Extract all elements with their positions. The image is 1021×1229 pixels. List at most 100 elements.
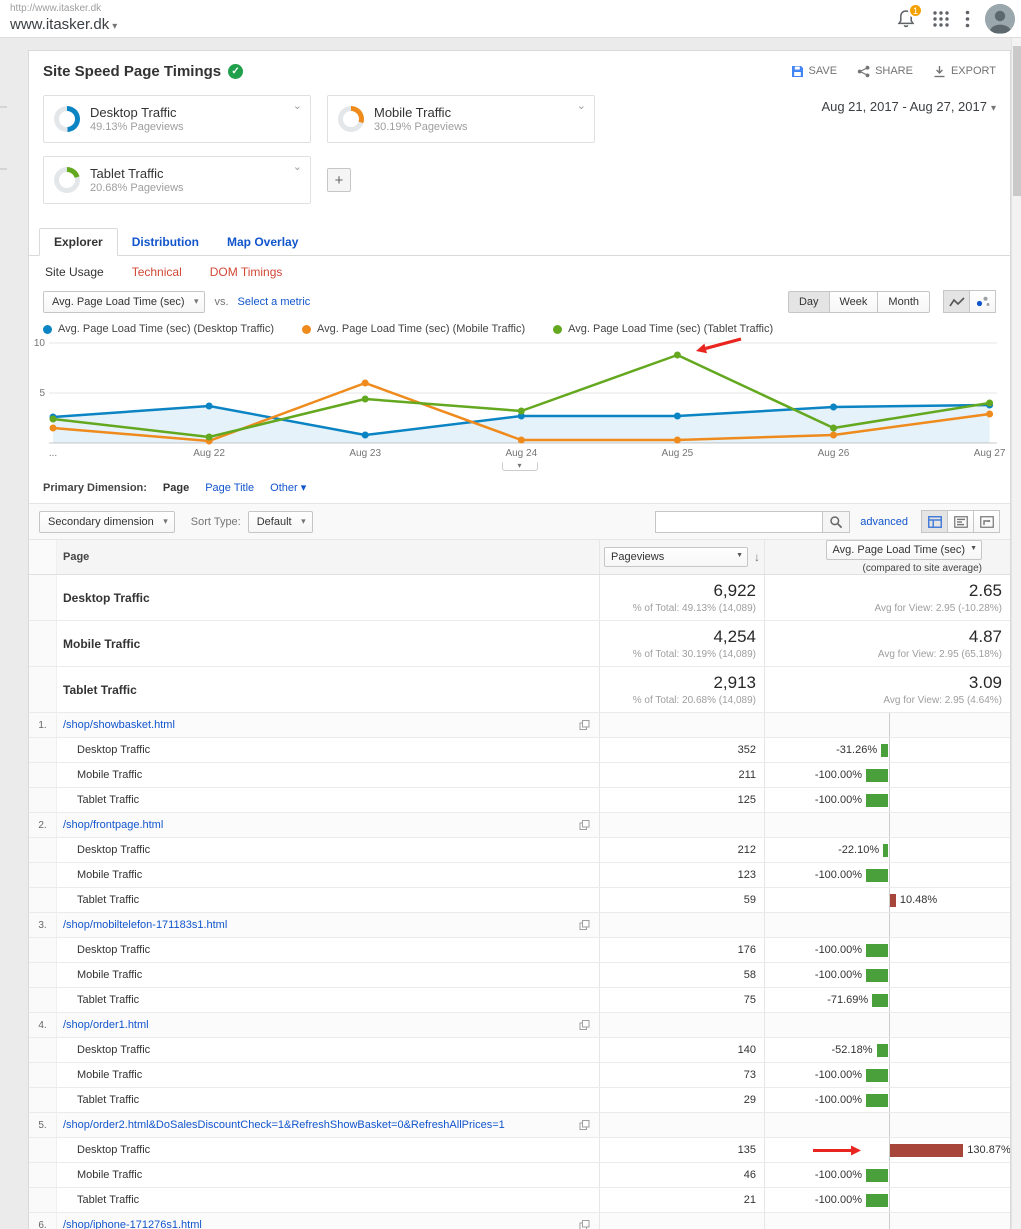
zero-axis-line [889,1163,890,1187]
scrollbar-thumb[interactable] [1013,46,1021,196]
granularity-week-button[interactable]: Week [828,290,879,313]
row-number-cell: 2. [29,813,57,837]
open-in-new-window-button[interactable] [579,1220,590,1229]
tab-explorer[interactable]: Explorer [39,228,118,256]
sort-descending-icon[interactable]: ↓ [754,550,760,564]
timeseries-chart: 5 10... Aug 22 Aug 23 Aug 24 Aug 25 Aug 26 Aug … [29,337,1010,463]
export-button[interactable]: EXPORT [933,65,996,78]
open-in-new-window-button[interactable] [579,720,590,731]
motion-chart-toggle[interactable] [969,290,996,313]
load-time-summary-cell: 3.09 Avg for View: 2.95 (4.64%) [764,667,1010,712]
negative-change-bar [866,1169,888,1182]
granularity-day-button[interactable]: Day [787,290,830,313]
page-link[interactable]: /shop/iphone-171276s1.html [63,1219,202,1229]
segment-name-cell: Mobile Traffic [77,1169,143,1181]
legend-item-desktop: Avg. Page Load Time (sec) (Desktop Traff… [43,323,274,335]
load-time-metric-selector[interactable]: Avg. Page Load Time (sec) [825,540,982,560]
save-button[interactable]: SAVE [791,65,837,78]
segment-name-cell: Desktop Traffic [77,844,151,856]
primary-dimension-other[interactable]: Other ▾ [270,481,306,494]
chart-collapse-handle[interactable]: ▾ [501,462,538,471]
load-time-cell [764,1013,1010,1037]
open-in-new-window-button[interactable] [579,920,590,931]
search-button[interactable] [823,510,851,533]
page-link[interactable]: /shop/mobiltelefon-171183s1.html [63,919,228,931]
date-range-selector[interactable]: Aug 21, 2017 - Aug 27, 2017 ▾ [821,99,996,114]
pageviews-cell: 125 [599,788,764,812]
subtab-technical[interactable]: Technical [131,265,182,279]
open-in-new-window-button[interactable] [579,1120,590,1131]
negative-change-bar [866,969,888,982]
subtab-site-usage[interactable]: Site Usage [45,265,104,279]
row-number-column-header [29,540,57,574]
share-button[interactable]: SHARE [857,65,913,78]
page-link[interactable]: /shop/frontpage.html [63,819,164,831]
chevron-down-icon: ▾ [990,103,996,114]
open-in-new-window-button[interactable] [579,820,590,831]
pageviews-cell: 46 [599,1163,764,1187]
table-row: Mobile Traffic 58 -100.00% [29,963,1010,988]
primary-dimension-page-title[interactable]: Page Title [205,481,255,494]
row-number-cell [29,1063,57,1087]
table-row: Mobile Traffic 46 -100.00% [29,1163,1010,1188]
comparison-view-button[interactable] [947,510,974,533]
account-selector[interactable]: www.itasker.dk ▾ [10,16,117,33]
table-row: Desktop Traffic 352 -31.26% [29,738,1010,763]
select-metric-link[interactable]: Select a metric [237,295,311,308]
pivot-view-button[interactable] [973,510,1000,533]
zero-axis-line [889,1063,890,1087]
pageviews-cell: 211 [599,763,764,787]
download-icon [934,65,945,77]
load-time-change-cell: -100.00% [764,863,1010,887]
report-title: Site Speed Page Timings [43,62,222,80]
change-percent: -100.00% [814,794,862,806]
segment-card-tablet[interactable]: Tablet Traffic 20.68% Pageviews ⌄ [43,156,311,204]
pageviews-cell: 73 [599,1063,764,1087]
secondary-dimension-button[interactable]: Secondary dimension [39,510,175,533]
data-table-view-button[interactable] [921,510,948,533]
legend-label: Avg. Page Load Time (sec) (Mobile Traffi… [317,323,526,335]
tab-map-overlay[interactable]: Map Overlay [227,235,299,249]
segment-detail: 30.19% Pageviews [374,121,468,133]
chevron-down-icon[interactable]: ⌄ [292,100,302,112]
chevron-down-icon[interactable]: ⌄ [292,161,302,173]
pageviews-cell: 176 [599,938,764,962]
subtab-dom-timings[interactable]: DOM Timings [209,265,283,279]
svg-text:Aug 27: Aug 27 [974,448,1006,459]
page-link[interactable]: /shop/order1.html [63,1019,149,1031]
overflow-menu-icon[interactable] [965,10,970,28]
row-number-cell: 6. [29,1213,57,1229]
change-percent: -71.69% [827,994,869,1006]
open-in-new-window-button[interactable] [579,1020,590,1031]
add-segment-button[interactable]: + [327,168,351,192]
save-icon [791,65,803,77]
search-input[interactable] [655,510,824,533]
vertical-scrollbar[interactable] [1011,38,1021,1229]
segment-name-cell: Tablet Traffic [77,1194,140,1206]
load-time-summary-cell: 4.87 Avg for View: 2.95 (65.18%) [764,621,1010,666]
segment-card-mobile[interactable]: Mobile Traffic 30.19% Pageviews ⌄ [327,95,595,143]
apps-grid-icon[interactable] [932,10,950,28]
line-chart-toggle[interactable] [943,290,970,313]
pageviews-metric-selector[interactable]: Pageviews [604,547,748,567]
page-link[interactable]: /shop/order2.html&DoSalesDiscountCheck=1… [63,1119,505,1131]
pageviews-cell: 58 [599,963,764,987]
negative-change-bar [876,1044,888,1057]
segment-card-desktop[interactable]: Desktop Traffic 49.13% Pageviews ⌄ [43,95,311,143]
pageviews-cell: 59 [599,888,764,912]
advanced-link[interactable]: advanced [860,515,908,528]
granularity-month-button[interactable]: Month [877,290,930,313]
chevron-down-icon[interactable]: ⌄ [576,100,586,112]
negative-change-bar [881,744,888,757]
sort-type-selector[interactable]: Default [247,510,313,533]
table-view-icon [927,515,942,528]
avatar[interactable] [985,4,1015,34]
page-link[interactable]: /shop/showbasket.html [63,719,175,731]
table-row: Mobile Traffic 123 -100.00% [29,863,1010,888]
primary-dimension-page[interactable]: Page [162,481,190,494]
notifications-button[interactable]: 1 [895,3,923,31]
metric-selector[interactable]: Avg. Page Load Time (sec) [43,290,206,313]
report-panel: Site Speed Page Timings ✓ SAVE SHARE [28,50,1011,1229]
tab-distribution[interactable]: Distribution [131,235,200,249]
zero-axis-line [889,938,890,962]
